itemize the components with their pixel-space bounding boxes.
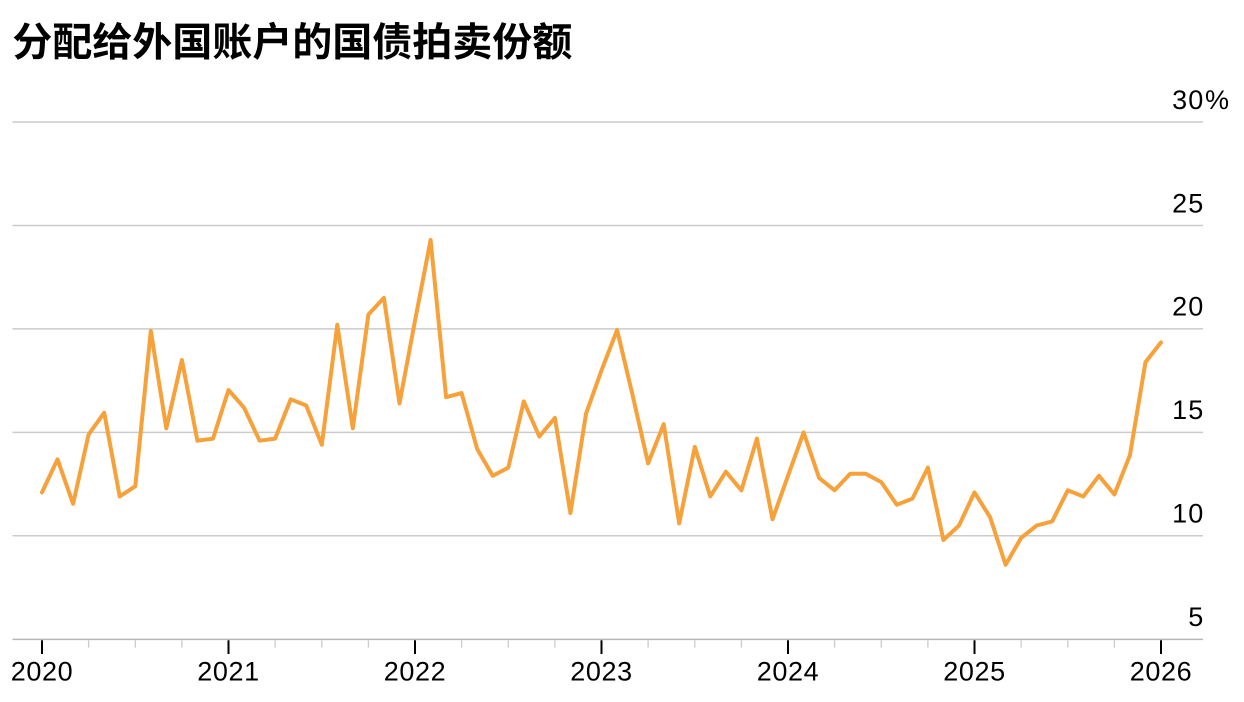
svg-text:25: 25	[1172, 188, 1204, 218]
svg-text:15: 15	[1172, 395, 1204, 425]
svg-text:20: 20	[1172, 292, 1204, 322]
svg-text:2021: 2021	[197, 656, 259, 686]
svg-text:2022: 2022	[384, 656, 446, 686]
svg-text:5: 5	[1188, 602, 1204, 632]
svg-text:2025: 2025	[943, 656, 1005, 686]
svg-text:30: 30	[1172, 85, 1204, 115]
svg-text:2026: 2026	[1130, 656, 1192, 686]
svg-text:10: 10	[1172, 499, 1204, 529]
svg-text:2024: 2024	[757, 656, 819, 686]
svg-text:%: %	[1205, 85, 1229, 115]
svg-text:2020: 2020	[11, 656, 73, 686]
svg-text:2023: 2023	[570, 656, 632, 686]
